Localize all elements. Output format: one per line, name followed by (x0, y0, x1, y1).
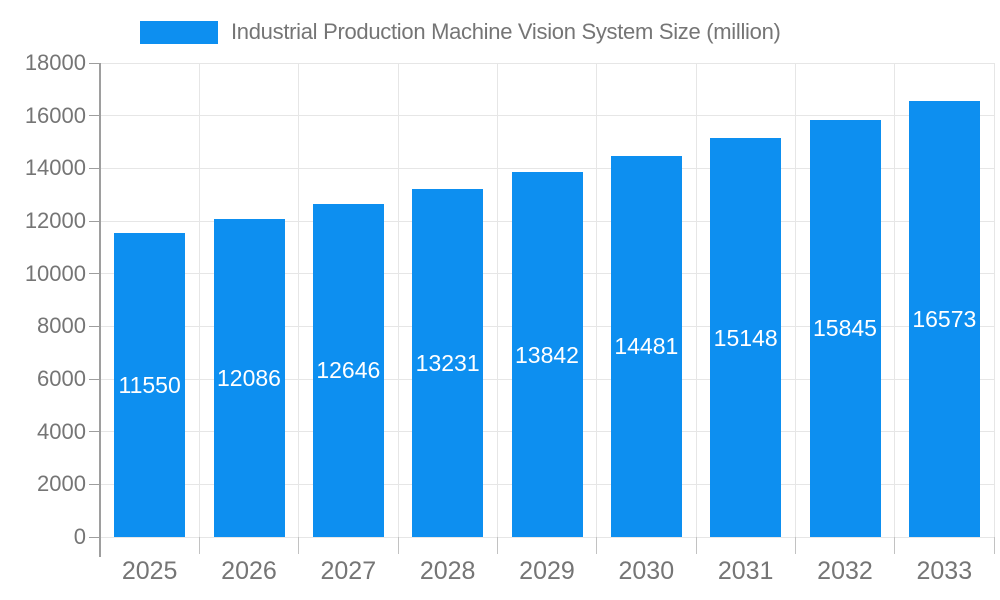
bar-value-label: 16573 (912, 305, 977, 332)
chart-legend[interactable]: Industrial Production Machine Vision Sys… (140, 20, 781, 44)
x-axis-tick (596, 537, 598, 554)
x-gridline (496, 63, 498, 537)
x-axis-label: 2025 (121, 557, 178, 585)
y-axis-tick (89, 325, 100, 327)
x-axis-label: 2029 (519, 557, 575, 585)
x-gridline (894, 63, 896, 537)
x-gridline (695, 63, 697, 537)
bar[interactable]: 14481 (610, 155, 682, 537)
x-axis-label: 2032 (817, 557, 873, 585)
x-gridline (993, 63, 995, 537)
x-axis-tick (198, 537, 200, 554)
y-axis-label: 12000 (24, 208, 86, 233)
y-axis-label: 16000 (24, 102, 86, 128)
x-axis-tick (993, 537, 995, 554)
y-axis-label: 0 (73, 524, 86, 549)
y-gridline (100, 115, 994, 117)
bar-value-label: 13231 (415, 349, 480, 376)
y-axis-tick (89, 115, 100, 117)
x-axis-tick (298, 537, 300, 554)
bar-value-label: 14481 (614, 333, 679, 360)
bar[interactable]: 11550 (114, 232, 186, 537)
bar-value-label: 15148 (713, 324, 778, 351)
x-axis-label: 2033 (916, 557, 973, 585)
bar[interactable]: 13231 (412, 188, 484, 537)
x-axis-tick (397, 537, 399, 554)
x-axis-tick (894, 537, 896, 554)
y-axis-tick (89, 483, 100, 485)
y-axis-label: 8000 (37, 313, 86, 339)
y-gridline (100, 167, 994, 169)
bar[interactable]: 16573 (908, 100, 980, 537)
x-gridline (596, 63, 598, 537)
y-axis-label: 6000 (37, 366, 86, 391)
bar[interactable]: 12646 (312, 203, 384, 537)
y-axis-line (99, 63, 101, 557)
x-axis-label: 2028 (419, 557, 476, 585)
y-axis-label: 14000 (24, 155, 86, 181)
x-gridline (794, 63, 796, 537)
x-axis-tick (794, 537, 796, 554)
y-axis-label: 4000 (37, 418, 86, 444)
bar[interactable]: 15845 (809, 119, 881, 537)
y-gridline (100, 62, 994, 64)
y-axis-label: 18000 (24, 50, 86, 75)
bar-value-label: 15845 (813, 315, 877, 342)
x-gridline (397, 63, 399, 537)
bar-value-label: 13842 (515, 341, 579, 368)
y-axis-tick (89, 167, 100, 169)
bar-value-label: 11550 (118, 371, 181, 398)
x-axis-tick (695, 537, 697, 554)
x-axis-label: 2031 (717, 557, 774, 585)
bar-value-label: 12086 (217, 364, 281, 391)
y-axis-tick (89, 431, 100, 433)
x-gridline (198, 63, 200, 537)
x-gridline (298, 63, 300, 537)
y-axis-tick (89, 378, 100, 380)
bar[interactable]: 15148 (710, 138, 782, 537)
x-axis-label: 2030 (618, 557, 675, 585)
y-axis-tick (89, 62, 100, 64)
x-axis-tick (496, 537, 498, 554)
x-axis-label: 2027 (320, 557, 377, 585)
y-axis-label: 2000 (37, 471, 86, 497)
bar-value-label: 12646 (316, 357, 381, 384)
y-gridline (100, 536, 994, 538)
y-axis-label: 10000 (24, 260, 86, 286)
legend-label: Industrial Production Machine Vision Sys… (231, 19, 781, 44)
y-axis-tick (89, 536, 100, 538)
y-axis-tick (89, 273, 100, 275)
x-axis-label: 2026 (221, 557, 277, 585)
legend-swatch-icon (140, 20, 218, 44)
bar[interactable]: 13842 (511, 172, 583, 537)
y-axis-tick (89, 220, 100, 222)
bar[interactable]: 12086 (213, 218, 285, 537)
